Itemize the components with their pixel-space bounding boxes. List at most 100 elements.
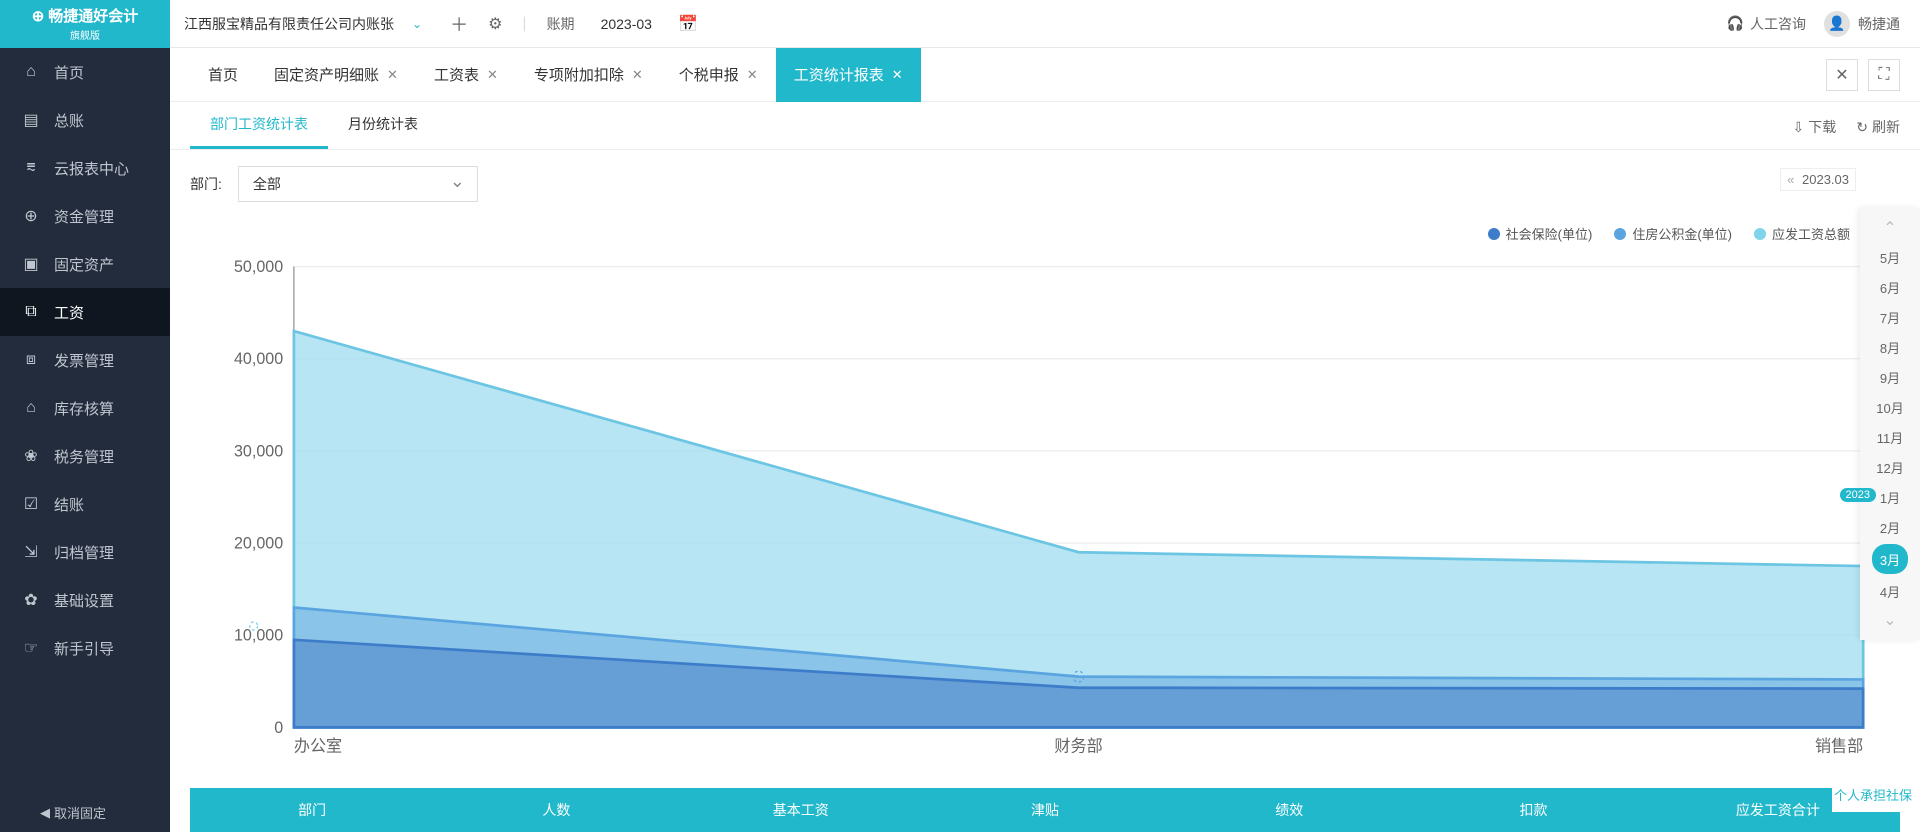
table-header-cell: 人数 (434, 800, 678, 820)
download-icon: ⇩ (1793, 119, 1805, 136)
sidebar-item-固定资产[interactable]: ▣固定资产 (0, 240, 170, 288)
refresh-button[interactable]: ↻ 刷新 (1856, 117, 1900, 137)
sidebar-item-发票管理[interactable]: ⧈发票管理 (0, 336, 170, 384)
user-block[interactable]: 👤 畅捷通 (1824, 11, 1900, 37)
sidebar-pin[interactable]: ◀ 取消固定 (40, 803, 106, 822)
svg-text:办公室: 办公室 (294, 738, 342, 756)
tab-固定资产明细账[interactable]: 固定资产明细账 ✕ (256, 48, 416, 102)
month-cell-5月[interactable]: 5月 (1860, 242, 1920, 272)
sidebar-item-label: 云报表中心 (54, 158, 129, 179)
support-link[interactable]: 🎧 人工咨询 (1727, 14, 1806, 34)
close-icon[interactable]: ✕ (632, 67, 643, 83)
calendar-icon[interactable]: 📅 (678, 14, 698, 34)
dept-value: 全部 (253, 176, 281, 192)
legend-color-icon (1614, 228, 1626, 240)
table-header-cell: 扣款 (1411, 800, 1655, 820)
month-cell-12月[interactable]: 12月 (1860, 452, 1920, 482)
brand: ⊕ 畅捷通好会计 (32, 5, 139, 26)
tab-工资表[interactable]: 工资表✕ (416, 48, 516, 102)
dept-label: 部门: (190, 174, 222, 194)
subtab-月份统计表[interactable]: 月份统计表 (328, 102, 438, 149)
month-cell-8月[interactable]: 8月 (1860, 332, 1920, 362)
sidebar-item-label: 工资 (54, 302, 84, 323)
filter-row: 部门: 全部 (170, 150, 1920, 210)
sidebar-item-库存核算[interactable]: ⌂库存核算 (0, 384, 170, 432)
tab-专项附加扣除[interactable]: 专项附加扣除✕ (516, 48, 661, 102)
company-selector[interactable]: 江西服宝精品有限责任公司内账张 ⌄ (170, 14, 436, 34)
sidebar-icon: ⧉ (22, 303, 40, 321)
support-label: 人工咨询 (1750, 14, 1806, 34)
sidebar-item-工资[interactable]: ⧉ 工资 (0, 288, 170, 336)
chart-area: 社会保险(单位)住房公积金(单位)应发工资总额 010,00020,00030,… (170, 210, 1920, 778)
dept-select[interactable]: 全部 (238, 166, 478, 202)
sidebar-item-label: 结账 (54, 494, 84, 515)
period-chip[interactable]: « 2023.03 (1780, 168, 1856, 191)
sidebar-item-归档管理[interactable]: ⇲ 归档管理 (0, 528, 170, 576)
tab-首页[interactable]: 首页 (190, 48, 256, 102)
svg-text:销售部: 销售部 (1815, 738, 1863, 756)
sidebar-item-税务管理[interactable]: ❀税务管理 (0, 432, 170, 480)
table-header-cell: 津贴 (923, 800, 1167, 820)
month-cell-4月[interactable]: 4月 (1860, 576, 1920, 606)
close-icon[interactable]: ✕ (747, 67, 758, 83)
sidebar-icon: ⇲ (22, 542, 40, 562)
svg-text:20,000: 20,000 (234, 534, 283, 552)
sidebar-icon: ⌂ (22, 63, 40, 81)
add-icon[interactable]: ＋ (450, 11, 468, 37)
brand-icon: ⊕ (32, 7, 45, 25)
pin-icon: ◀ (40, 805, 50, 821)
tab-个税申报[interactable]: 个税申报 ✕ (661, 48, 776, 102)
sidebar-item-label: 固定资产 (54, 254, 114, 275)
sidebar-item-资金管理[interactable]: ⊕资金管理 (0, 192, 170, 240)
sidebar-icon: ✿ (22, 590, 40, 610)
month-cell-2月[interactable]: 2月 (1860, 512, 1920, 542)
sidebar-item-首页[interactable]: ⌂首页 (0, 48, 170, 96)
close-icon[interactable]: ✕ (387, 67, 398, 83)
month-cell-6月[interactable]: 6月 (1860, 272, 1920, 302)
svg-text:0: 0 (274, 719, 283, 737)
legend-color-icon (1754, 228, 1766, 240)
sidebar-item-云报表中心[interactable]: ⩳云报表中心 (0, 144, 170, 192)
period-value[interactable]: 2023-03 (601, 16, 652, 32)
subtab-部门工资统计表[interactable]: 部门工资统计表 (190, 102, 328, 149)
chevron-down-icon: ⌄ (412, 17, 422, 31)
brand-block: ⊕ 畅捷通好会计 旗舰版 (0, 0, 170, 48)
sidebar-item-基础设置[interactable]: ✿基础设置 (0, 576, 170, 624)
fullscreen-button[interactable]: ⛶ (1868, 59, 1900, 91)
svg-text:50,000: 50,000 (234, 258, 283, 276)
legend-color-icon (1488, 228, 1500, 240)
svg-text:40,000: 40,000 (234, 350, 283, 368)
sidebar: ⌂首页▤总账⩳云报表中心⊕资金管理▣固定资产 ⧉ 工资 ⧈发票管理⌂库存核算❀税务管理… (0, 48, 170, 832)
sidebar-item-总账[interactable]: ▤总账 (0, 96, 170, 144)
month-cell-10月[interactable]: 10月 (1860, 392, 1920, 422)
tab-工资统计报表[interactable]: 工资统计报表✕ (776, 48, 921, 102)
month-down-icon[interactable]: ⌄ (1883, 606, 1896, 634)
tab-label: 个税申报 (679, 64, 739, 85)
brand-text: 畅捷通好会计 (48, 5, 138, 26)
download-button[interactable]: ⇩ 下载 (1793, 117, 1837, 137)
sidebar-item-新手引导[interactable]: ☞新手引导 (0, 624, 170, 672)
svg-text:30,000: 30,000 (234, 442, 283, 460)
window-controls: ✕ ⛶ (1826, 59, 1900, 91)
tab-label: 固定资产明细账 (274, 64, 379, 85)
month-cell-9月[interactable]: 9月 (1860, 362, 1920, 392)
sidebar-item-结账[interactable]: ☑结账 (0, 480, 170, 528)
period-label: 账期 (547, 14, 575, 34)
month-cell-3月[interactable]: 3月 (1872, 544, 1908, 574)
month-cell-7月[interactable]: 7月 (1860, 302, 1920, 332)
period-chip-label: 2023.03 (1802, 172, 1849, 187)
legend-item[interactable]: 应发工资总额 (1754, 224, 1850, 243)
legend-item[interactable]: 住房公积金(单位) (1614, 224, 1732, 243)
month-up-icon[interactable]: ⌃ (1883, 214, 1896, 242)
close-icon[interactable]: ✕ (487, 67, 498, 83)
sidebar-icon: ❀ (22, 446, 40, 466)
legend-item[interactable]: 社会保险(单位) (1488, 224, 1593, 243)
settings-icon[interactable]: ⚙ (488, 14, 502, 34)
month-cell-11月[interactable]: 11月 (1860, 422, 1920, 452)
table-header-cell: 部门 (190, 800, 434, 820)
close-tab-button[interactable]: ✕ (1826, 59, 1858, 91)
tab-label: 首页 (208, 64, 238, 85)
main: ⌂首页▤总账⩳云报表中心⊕资金管理▣固定资产⧉工资⧈发票管理⌂库存核算❀税务管理… (0, 48, 1920, 832)
sidebar-item-label: 归档管理 (54, 542, 114, 563)
close-icon[interactable]: ✕ (892, 67, 903, 83)
